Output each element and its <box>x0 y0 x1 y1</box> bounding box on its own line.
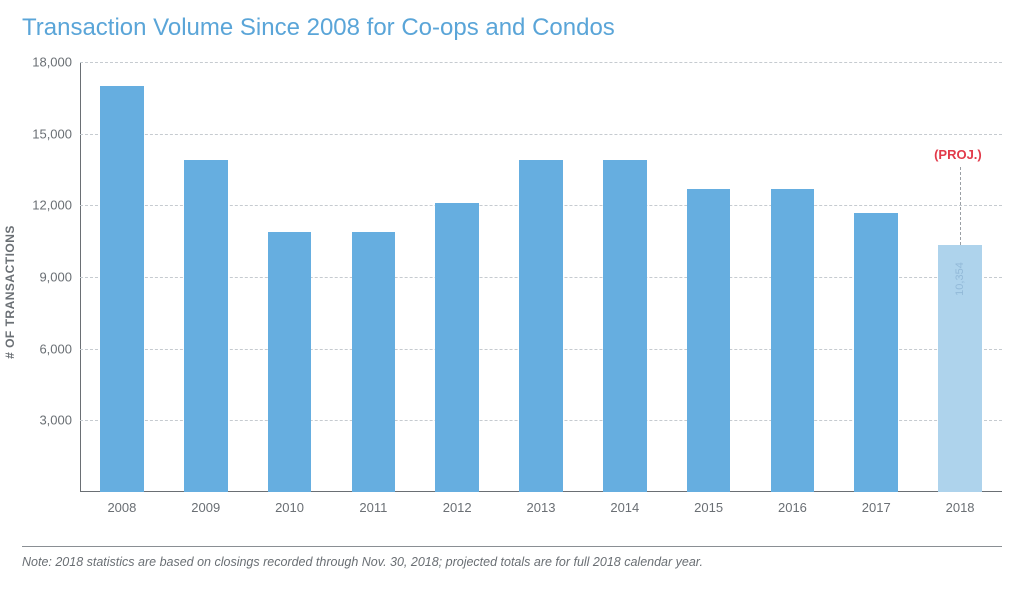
x-tick-label: 2015 <box>694 500 723 515</box>
bar <box>435 203 479 492</box>
x-tick-label: 2008 <box>107 500 136 515</box>
x-tick-label: 2009 <box>191 500 220 515</box>
x-tick-label: 2016 <box>778 500 807 515</box>
y-tick-label: 3,000 <box>39 413 72 428</box>
footnote: Note: 2018 statistics are based on closi… <box>22 555 703 569</box>
bar <box>519 160 563 492</box>
bar <box>771 189 815 492</box>
y-tick-label: 9,000 <box>39 270 72 285</box>
chart-title: Transaction Volume Since 2008 for Co-ops… <box>0 0 1024 42</box>
x-tick-label: 2017 <box>862 500 891 515</box>
bar <box>268 232 312 492</box>
y-axis-title: # OF TRANSACTIONS <box>3 225 17 359</box>
x-axis-labels: 2008 2009 2010 2011 2012 2013 2014 2015 2016 2017… <box>80 492 1002 522</box>
x-tick-label: 2013 <box>527 500 556 515</box>
bar <box>352 232 396 492</box>
x-tick-label: 2011 <box>359 500 387 515</box>
grid-line <box>80 62 1002 63</box>
x-tick-label: 2014 <box>610 500 639 515</box>
projection-label: (PROJ.) <box>934 147 982 162</box>
grid-line <box>80 134 1002 135</box>
bar-value-label: 10,354 <box>954 262 966 296</box>
x-tick-label: 2010 <box>275 500 304 515</box>
y-tick-label: 12,000 <box>32 198 72 213</box>
bar <box>854 213 898 493</box>
plot-area: 3,0006,0009,00012,00015,00018,000(PROJ.)… <box>80 62 1002 492</box>
x-tick-label: 2012 <box>443 500 472 515</box>
bar <box>603 160 647 492</box>
projection-line <box>960 167 961 245</box>
bar <box>687 189 731 492</box>
y-tick-label: 6,000 <box>39 341 72 356</box>
y-tick-label: 18,000 <box>32 55 72 70</box>
bar <box>184 160 228 492</box>
footnote-rule <box>22 546 1002 547</box>
y-tick-label: 15,000 <box>32 126 72 141</box>
bar <box>100 86 144 492</box>
chart-container: # OF TRANSACTIONS 3,0006,0009,00012,0001… <box>22 62 1002 522</box>
x-tick-label: 2018 <box>946 500 975 515</box>
